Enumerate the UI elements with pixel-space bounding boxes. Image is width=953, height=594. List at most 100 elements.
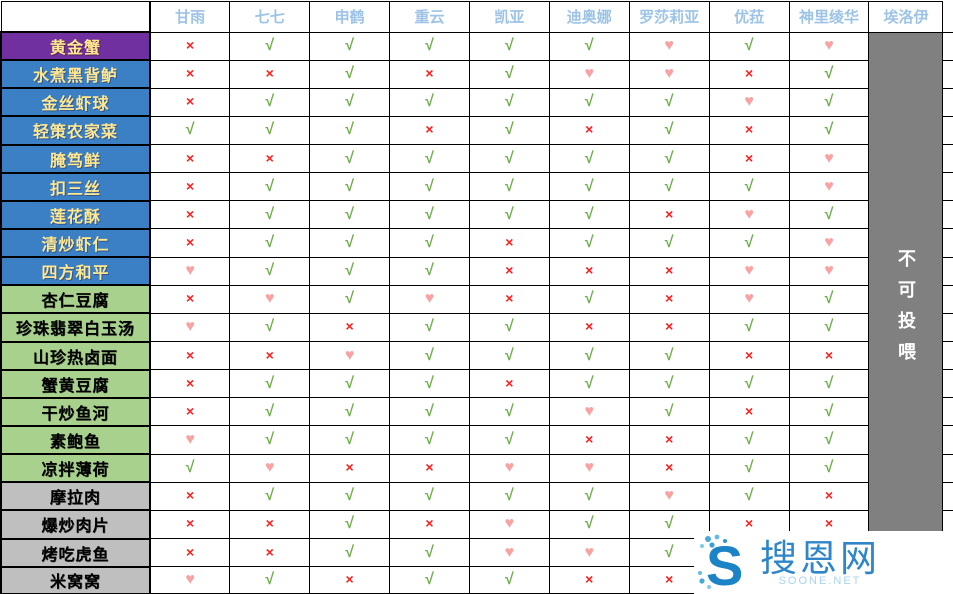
check-icon: √ — [824, 431, 834, 449]
table-cell: √ — [229, 115, 311, 146]
table-cell: √ — [788, 284, 870, 314]
check-icon: √ — [345, 37, 354, 55]
table-cell: √ — [788, 312, 870, 343]
dish-label: 蟹黄豆腐 — [0, 368, 151, 399]
x-icon: × — [186, 402, 195, 419]
check-icon: √ — [504, 177, 514, 195]
table-cell: √ — [229, 172, 311, 202]
table-cell: √ — [708, 425, 790, 455]
table-row: 水煮黑背鲈 × × √ × √ ♥ ♥ × √ — [0, 59, 953, 90]
heart-icon: ♥ — [824, 177, 834, 195]
table-cell: √ — [229, 87, 311, 117]
table-cell: √ — [548, 509, 630, 540]
table-cell: × — [628, 453, 710, 483]
x-icon: × — [745, 121, 754, 138]
right-gutter — [942, 228, 953, 258]
table-cell: √ — [309, 284, 391, 314]
table-cell: √ — [708, 172, 790, 202]
heart-icon: ♥ — [664, 65, 674, 83]
table-cell: √ — [468, 31, 550, 61]
check-icon: √ — [345, 205, 354, 223]
x-icon: × — [265, 543, 274, 560]
x-icon: × — [186, 37, 195, 54]
table-cell: √ — [468, 172, 550, 202]
check-icon: √ — [744, 177, 754, 195]
table-cell: √ — [468, 341, 550, 371]
heart-icon: ♥ — [584, 543, 595, 561]
table-cell: √ — [628, 369, 710, 399]
check-icon: √ — [824, 374, 834, 392]
x-icon: × — [186, 543, 195, 560]
table-row: 凉拌薄荷 √ ♥ × × ♥ ♥ × √ √ — [0, 453, 953, 484]
table-cell: × — [229, 509, 311, 540]
x-icon: × — [585, 431, 594, 448]
dish-label: 珍珠翡翠白玉汤 — [0, 312, 151, 343]
table-cell: √ — [788, 59, 870, 89]
table-cell: √ — [389, 228, 470, 258]
check-icon: √ — [265, 37, 275, 55]
check-icon: √ — [584, 487, 594, 505]
check-icon: √ — [265, 177, 275, 195]
table-cell: × — [149, 538, 231, 568]
table-cell: √ — [389, 397, 470, 427]
column-header-4: 重云 — [389, 1, 470, 33]
table-cell: √ — [708, 481, 790, 511]
table-cell: × — [229, 538, 311, 568]
table-row: 干炒鱼河 × √ √ √ √ ♥ √ × √ — [0, 396, 953, 427]
table-cell: √ — [309, 144, 391, 174]
table-cell: √ — [468, 200, 550, 230]
check-icon: √ — [345, 290, 354, 308]
table-row: 摩拉肉 × √ √ √ √ √ ♥ √ × — [0, 481, 953, 512]
heart-icon: ♥ — [744, 205, 754, 223]
check-icon: √ — [584, 374, 594, 392]
x-icon: × — [824, 487, 834, 504]
table-cell: √ — [468, 425, 550, 455]
x-icon: × — [745, 515, 754, 532]
heart-icon: ♥ — [824, 37, 834, 55]
table-cell: ♥ — [628, 481, 710, 511]
x-icon: × — [505, 234, 514, 251]
table-cell: × — [149, 200, 231, 230]
dish-label: 山珍热卤面 — [0, 340, 151, 371]
x-icon: × — [345, 459, 354, 476]
x-icon: × — [665, 205, 674, 222]
x-icon: × — [665, 262, 674, 279]
check-icon: √ — [744, 234, 754, 252]
check-icon: √ — [664, 149, 674, 167]
heart-icon: ♥ — [744, 93, 754, 111]
dish-label: 凉拌薄荷 — [0, 453, 151, 484]
heart-icon: ♥ — [344, 346, 355, 364]
table-cell: √ — [389, 341, 470, 371]
table-cell: × — [628, 425, 710, 455]
check-icon: √ — [345, 374, 354, 392]
table-cell: × — [788, 481, 870, 511]
heart-icon: ♥ — [584, 65, 595, 83]
table-cell: × — [548, 115, 630, 146]
column-header-8: 优菈 — [708, 1, 790, 33]
check-icon: √ — [425, 177, 434, 195]
table-cell: √ — [309, 369, 391, 399]
check-icon: √ — [664, 374, 674, 392]
heart-icon: ♥ — [264, 459, 275, 477]
table-cell: √ — [548, 200, 630, 230]
table-cell: √ — [389, 566, 470, 594]
x-icon: × — [824, 515, 834, 532]
table-cell: √ — [149, 453, 231, 483]
right-gutter — [942, 144, 953, 174]
dish-label: 轻策农家菜 — [0, 115, 151, 146]
right-gutter — [942, 60, 953, 89]
heart-icon: ♥ — [824, 234, 834, 252]
table-cell: √ — [309, 200, 391, 230]
x-icon: × — [186, 346, 195, 363]
table-cell: √ — [788, 87, 870, 117]
x-icon: × — [186, 515, 195, 532]
table-cell: √ — [468, 481, 550, 511]
right-gutter — [942, 172, 953, 202]
check-icon: √ — [345, 543, 354, 561]
table-cell: × — [149, 509, 231, 540]
check-icon: √ — [824, 65, 834, 83]
table-cell: × — [708, 115, 790, 146]
check-icon: √ — [504, 431, 514, 449]
check-icon: √ — [345, 515, 354, 533]
table-cell: × — [628, 284, 710, 314]
